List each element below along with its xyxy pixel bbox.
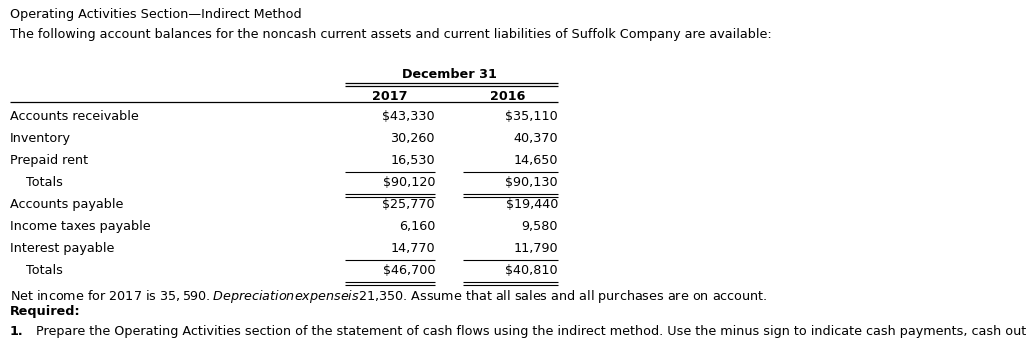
Text: Accounts payable: Accounts payable <box>10 198 123 211</box>
Text: Accounts receivable: Accounts receivable <box>10 110 139 123</box>
Text: Inventory: Inventory <box>10 132 71 145</box>
Text: $90,130: $90,130 <box>506 176 558 189</box>
Text: 11,790: 11,790 <box>513 242 558 255</box>
Text: Prepare the Operating Activities section of the statement of cash flows using th: Prepare the Operating Activities section… <box>28 325 1026 338</box>
Text: Operating Activities Section—Indirect Method: Operating Activities Section—Indirect Me… <box>10 8 302 21</box>
Text: 14,650: 14,650 <box>513 154 558 167</box>
Text: Required:: Required: <box>10 305 81 318</box>
Text: $19,440: $19,440 <box>506 198 558 211</box>
Text: 40,370: 40,370 <box>513 132 558 145</box>
Text: Net income for 2017 is $35,590. Depreciation expense is $21,350. Assume that all: Net income for 2017 is $35,590. Deprecia… <box>10 288 767 305</box>
Text: $40,810: $40,810 <box>506 264 558 277</box>
Text: Income taxes payable: Income taxes payable <box>10 220 151 233</box>
Text: Prepaid rent: Prepaid rent <box>10 154 88 167</box>
Text: $90,120: $90,120 <box>383 176 435 189</box>
Text: 30,260: 30,260 <box>391 132 435 145</box>
Text: 2016: 2016 <box>490 90 525 103</box>
Text: Interest payable: Interest payable <box>10 242 114 255</box>
Text: December 31: December 31 <box>401 68 497 81</box>
Text: 9,580: 9,580 <box>521 220 558 233</box>
Text: The following account balances for the noncash current assets and current liabil: The following account balances for the n… <box>10 28 772 41</box>
Text: 14,770: 14,770 <box>390 242 435 255</box>
Text: $43,330: $43,330 <box>383 110 435 123</box>
Text: $35,110: $35,110 <box>505 110 558 123</box>
Text: Totals: Totals <box>10 264 63 277</box>
Text: $25,770: $25,770 <box>383 198 435 211</box>
Text: 1.: 1. <box>10 325 24 338</box>
Text: 16,530: 16,530 <box>390 154 435 167</box>
Text: 6,160: 6,160 <box>399 220 435 233</box>
Text: $46,700: $46,700 <box>383 264 435 277</box>
Text: 2017: 2017 <box>372 90 407 103</box>
Text: Totals: Totals <box>10 176 63 189</box>
